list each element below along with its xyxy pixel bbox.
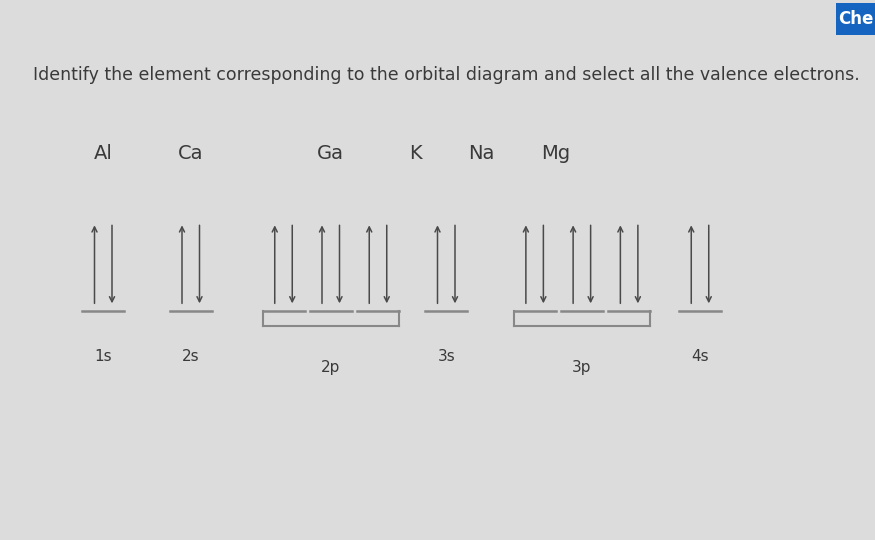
Text: 2p: 2p [321,360,340,375]
Text: Mg: Mg [541,144,570,164]
Text: Identify the element corresponding to the orbital diagram and select all the val: Identify the element corresponding to th… [33,65,860,84]
Text: 4s: 4s [691,349,709,364]
Text: 3p: 3p [572,360,592,375]
Text: Ga: Ga [318,144,344,164]
Text: Che: Che [838,10,873,28]
FancyBboxPatch shape [836,3,875,35]
Text: 3s: 3s [438,349,455,364]
Text: 1s: 1s [94,349,112,364]
Text: Al: Al [94,144,113,164]
Text: K: K [410,144,422,164]
Text: Ca: Ca [178,144,204,164]
Text: Na: Na [468,144,494,164]
Text: 2s: 2s [182,349,200,364]
